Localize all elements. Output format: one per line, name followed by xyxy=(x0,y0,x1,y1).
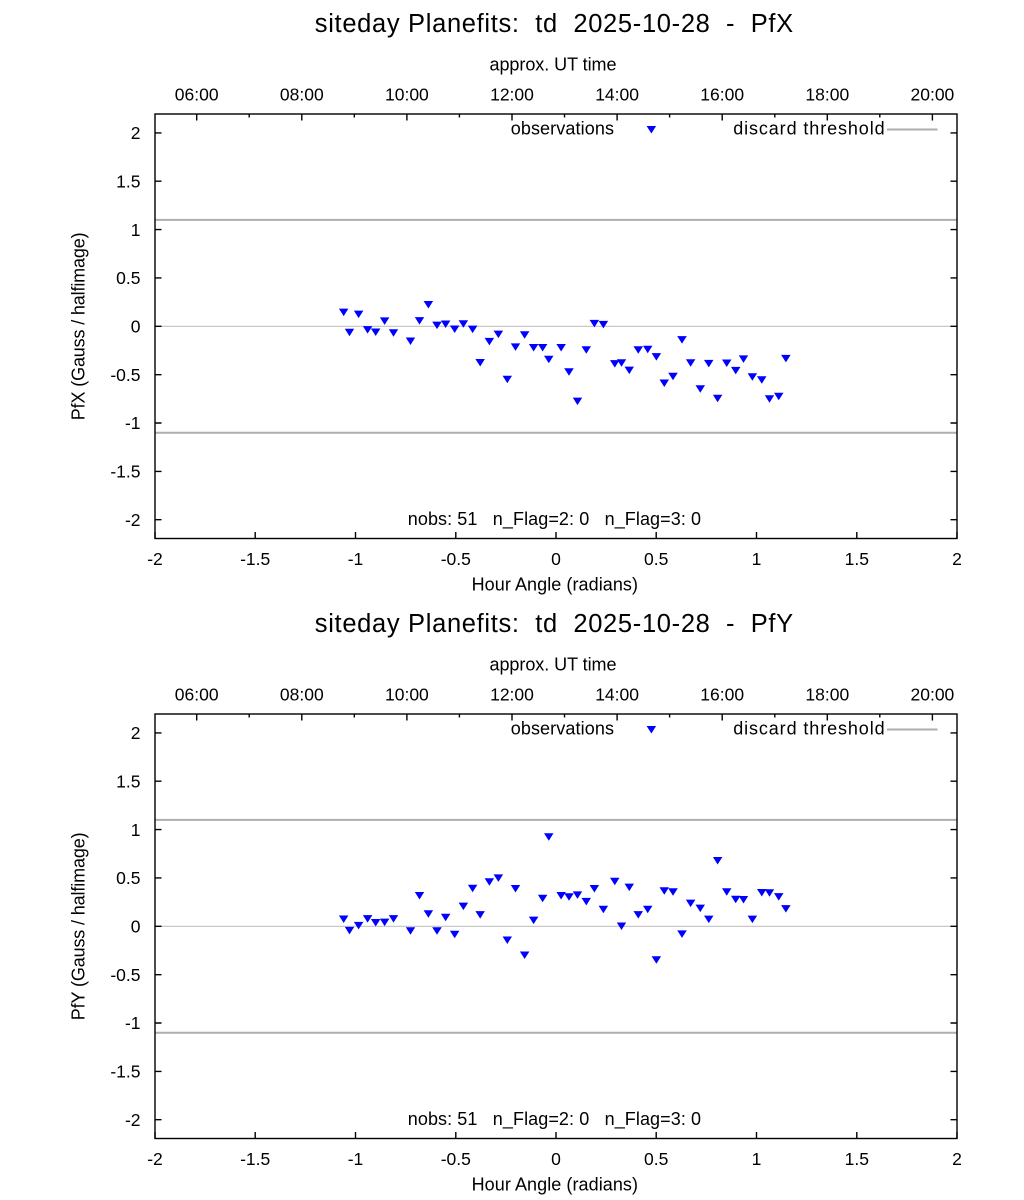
svg-text:0.5: 0.5 xyxy=(644,549,668,569)
svg-text:2: 2 xyxy=(131,123,141,143)
svg-text:16:00: 16:00 xyxy=(700,84,744,104)
svg-text:approx. UT time: approx. UT time xyxy=(490,55,617,75)
svg-text:0: 0 xyxy=(131,317,141,337)
svg-text:2: 2 xyxy=(952,1149,962,1169)
svg-text:nobs: 51 n_Flag=2: 0 n_Fla: nobs: 51 n_Flag=2: 0 n_Flag=3: 0 xyxy=(408,1109,701,1130)
svg-text:observations: observations xyxy=(511,718,614,738)
svg-text:0.5: 0.5 xyxy=(116,268,140,288)
svg-text:1.5: 1.5 xyxy=(116,171,140,191)
svg-text:discard threshold: discard threshold xyxy=(733,118,884,138)
svg-text:approx. UT time: approx. UT time xyxy=(490,655,617,675)
svg-text:-0.5: -0.5 xyxy=(441,549,471,569)
svg-text:06:00: 06:00 xyxy=(175,84,219,104)
svg-text:-1: -1 xyxy=(348,549,364,569)
svg-text:Hour Angle (radians): Hour Angle (radians) xyxy=(472,1174,638,1194)
svg-text:2: 2 xyxy=(952,549,962,569)
svg-text:18:00: 18:00 xyxy=(805,84,849,104)
svg-text:0: 0 xyxy=(551,549,561,569)
svg-text:PfX (Gauss / halfimage): PfX (Gauss / halfimage) xyxy=(68,232,88,420)
svg-text:14:00: 14:00 xyxy=(595,84,639,104)
svg-text:-1.5: -1.5 xyxy=(110,1062,140,1082)
svg-text:20:00: 20:00 xyxy=(911,684,955,704)
svg-text:12:00: 12:00 xyxy=(490,84,534,104)
svg-text:1: 1 xyxy=(131,820,141,840)
svg-text:-2: -2 xyxy=(125,510,141,530)
svg-text:0.5: 0.5 xyxy=(116,868,140,888)
svg-text:10:00: 10:00 xyxy=(385,684,429,704)
svg-text:-2: -2 xyxy=(147,1149,163,1169)
svg-text:-2: -2 xyxy=(125,1110,141,1130)
svg-text:12:00: 12:00 xyxy=(490,684,534,704)
svg-text:1: 1 xyxy=(131,220,141,240)
svg-text:discard threshold: discard threshold xyxy=(733,718,884,738)
svg-text:16:00: 16:00 xyxy=(700,684,744,704)
svg-text:2: 2 xyxy=(131,723,141,743)
svg-text:0.5: 0.5 xyxy=(644,1149,668,1169)
svg-text:-1.5: -1.5 xyxy=(240,1149,270,1169)
svg-text:18:00: 18:00 xyxy=(805,684,849,704)
svg-text:-0.5: -0.5 xyxy=(110,965,140,985)
svg-text:-1.5: -1.5 xyxy=(240,549,270,569)
svg-text:0: 0 xyxy=(131,917,141,937)
svg-text:1: 1 xyxy=(752,549,762,569)
svg-text:1: 1 xyxy=(752,1149,762,1169)
svg-text:siteday Planefits: td 2025-1: siteday Planefits: td 2025-10-28 - PfY xyxy=(315,610,793,638)
svg-text:1.5: 1.5 xyxy=(116,771,140,791)
svg-text:20:00: 20:00 xyxy=(911,84,955,104)
svg-text:-0.5: -0.5 xyxy=(441,1149,471,1169)
svg-text:10:00: 10:00 xyxy=(385,84,429,104)
svg-text:1.5: 1.5 xyxy=(845,1149,869,1169)
svg-text:-0.5: -0.5 xyxy=(110,365,140,385)
svg-text:siteday Planefits: td 2025-1: siteday Planefits: td 2025-10-28 - PfX xyxy=(315,10,793,38)
svg-text:06:00: 06:00 xyxy=(175,684,219,704)
svg-text:nobs: 51 n_Flag=2: 0 n_Fla: nobs: 51 n_Flag=2: 0 n_Flag=3: 0 xyxy=(408,509,701,530)
svg-text:observations: observations xyxy=(511,118,614,138)
svg-text:-1.5: -1.5 xyxy=(110,462,140,482)
svg-text:1.5: 1.5 xyxy=(845,549,869,569)
svg-text:14:00: 14:00 xyxy=(595,684,639,704)
svg-text:08:00: 08:00 xyxy=(280,684,324,704)
svg-text:-1: -1 xyxy=(348,1149,364,1169)
svg-text:-2: -2 xyxy=(147,549,163,569)
svg-text:-1: -1 xyxy=(125,1013,141,1033)
svg-text:-1: -1 xyxy=(125,413,141,433)
svg-text:0: 0 xyxy=(551,1149,561,1169)
svg-text:PfY (Gauss / halfimage): PfY (Gauss / halfimage) xyxy=(68,832,88,1020)
svg-text:08:00: 08:00 xyxy=(280,84,324,104)
svg-text:Hour Angle (radians): Hour Angle (radians) xyxy=(472,574,638,594)
